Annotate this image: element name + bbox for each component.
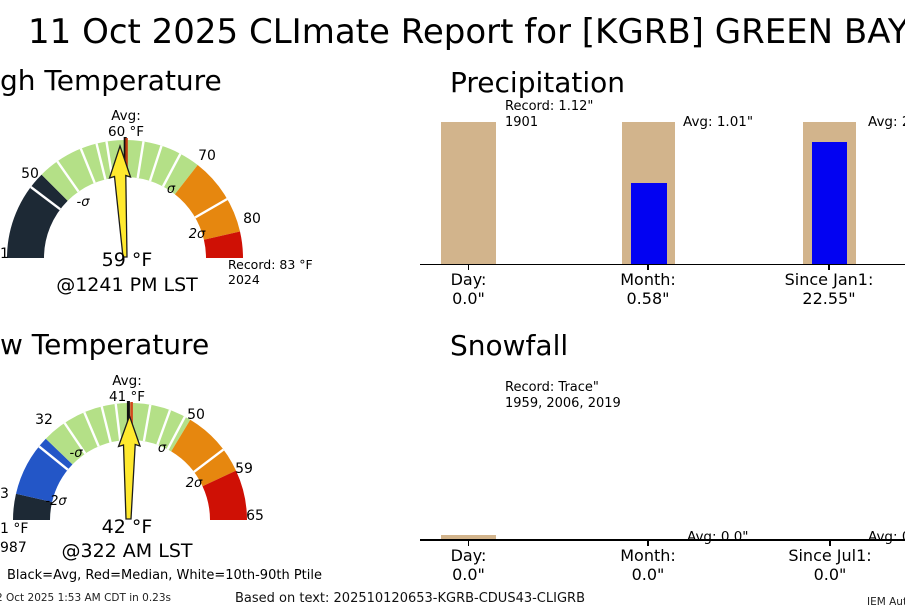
precip-since-value-bar (811, 141, 847, 264)
precip-day-tick (467, 265, 470, 270)
precip-since-avg-annotation: Avg: 2 (868, 114, 905, 130)
snow-group-day: Day: 0.0" (450, 546, 487, 584)
snowfall-title: Snowfall (450, 329, 569, 362)
low-temp-record-fragment2: 987 (0, 540, 27, 556)
percentile-lines (30, 141, 228, 219)
scale-label-min-fragment: 1 (0, 246, 9, 262)
gauge-segment-red (203, 231, 244, 258)
gauge-segment-red (202, 470, 247, 520)
two-sigma-label: 2σ (188, 227, 206, 242)
scale-label-59: 59 (235, 461, 253, 477)
low-temp-title: w Temperature (0, 328, 210, 361)
sigma-label: σ (166, 182, 176, 197)
based-on-text: Based on text: 202510120653-KGRB-CDUS43-… (235, 591, 585, 606)
precip-day-record-bar (441, 121, 496, 264)
precip-month-tick (647, 265, 649, 270)
gauge-color-legend: Black=Avg, Red=Median, White=10th-90th P… (7, 568, 322, 583)
gauge-needle (108, 143, 132, 258)
snow-group-month: Month: 0.0" (620, 546, 676, 584)
sigma-label: σ (157, 441, 167, 456)
two-sigma-label: 2σ (185, 476, 203, 491)
snow-record-annotation: Record: Trace" 1959, 2006, 2019 (505, 380, 621, 411)
generated-timestamp: 2 Oct 2025 1:53 AM CDT in 0.23s (0, 592, 171, 604)
scale-label-32: 32 (35, 412, 53, 428)
snow-since-avg-annotation: Avg: 0 (868, 529, 905, 545)
low-temp-time: @322 AM LST (61, 540, 193, 562)
high-temp-gauge (7, 137, 244, 258)
snow-group-since: Since Jul1: 0.0" (788, 546, 872, 584)
snow-day-trace-bar (441, 534, 496, 539)
gauge-needle (117, 414, 142, 520)
high-temp-record: Record: 83 °F 2024 (228, 257, 313, 287)
snow-day-tick (467, 540, 470, 546)
low-temp-value: 42 °F (101, 516, 153, 538)
gauge-segment-orange (174, 165, 240, 240)
snow-month-tick (647, 540, 649, 546)
low-temp-record-fragment1: 1 °F (0, 521, 29, 537)
snow-month-avg-annotation: Avg: 0.0" (687, 529, 749, 545)
footer-panel: 2 Oct 2025 1:53 AM CDT in 0.23s Based on… (0, 580, 905, 613)
minus-two-sigma-label: -2σ (45, 494, 67, 509)
scale-label-65: 65 (246, 508, 264, 524)
scale-label-50: 50 (187, 407, 205, 423)
high-temp-avg-label: Avg: 60 °F (108, 108, 144, 140)
header-panel: 11 Oct 2025 CLImate Report for [KGRB] GR… (0, 0, 905, 60)
scale-label-min-fragment: 3 (0, 486, 9, 502)
precip-group-since: Since Jan1: 22.55" (784, 270, 874, 308)
gauge-segment-black (13, 493, 53, 520)
precip-x-axis (420, 263, 905, 266)
gauge-segment-black (7, 174, 68, 258)
high-temp-time: @1241 PM LST (56, 274, 198, 296)
precip-group-day: Day: 0.0" (450, 270, 487, 308)
low-temp-avg-label: Avg: 41 °F (109, 373, 145, 405)
scale-label-50: 50 (21, 166, 39, 182)
snow-since-tick (829, 540, 831, 546)
low-temp-gauge (13, 401, 247, 520)
scale-label-80: 80 (243, 211, 261, 227)
snow-x-axis (420, 539, 905, 541)
precip-month-avg-annotation: Avg: 1.01" (683, 114, 754, 130)
minus-sigma-label: -σ (69, 446, 83, 461)
high-temp-value: 59 °F (101, 249, 153, 271)
gauge-segment-blue (16, 438, 73, 502)
precip-since-tick (828, 265, 830, 270)
percentile-lines (38, 403, 225, 473)
precip-record-annotation: Record: 1.12" 1901 (505, 99, 594, 130)
gauge-segment-orange (171, 419, 236, 487)
precipitation-panel: Precipitation Record: 1.12" 1901 Avg: 1.… (420, 60, 905, 320)
low-temp-panel: w Temperature Avg: 41 °F 32 50 59 65 3 -… (0, 320, 420, 590)
precipitation-title: Precipitation (450, 66, 626, 99)
iem-credit: IEM Aut (867, 596, 905, 608)
high-temp-panel: gh Temperature Avg: 60 °F 50 70 80 1 -σ … (0, 60, 420, 320)
snowfall-panel: Snowfall Record: Trace" 1959, 2006, 2019… (420, 320, 905, 590)
scale-label-70: 70 (198, 148, 216, 164)
high-temp-title: gh Temperature (0, 64, 222, 97)
report-title: 11 Oct 2025 CLImate Report for [KGRB] GR… (28, 12, 905, 52)
precip-month-value-bar (630, 182, 667, 264)
precip-group-month: Month: 0.58" (620, 270, 676, 308)
minus-sigma-label: -σ (76, 195, 90, 210)
